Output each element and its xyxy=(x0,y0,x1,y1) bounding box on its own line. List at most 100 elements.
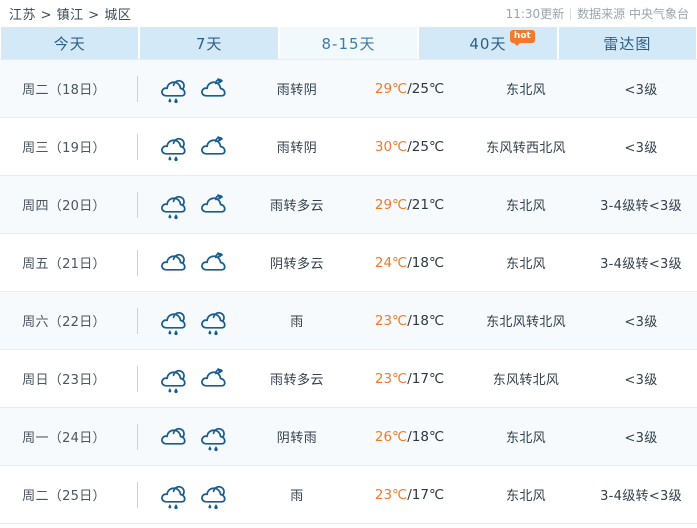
forecast-date: 周日（23日） xyxy=(22,373,106,388)
row-divider xyxy=(128,75,146,102)
tab-4[interactable]: 40天 hot xyxy=(419,27,557,59)
table-row: 周六（22日） 雨 23℃/18℃ 东北风转北风 <3级 xyxy=(0,292,697,350)
rain-icon xyxy=(197,422,231,452)
low-temperature: 17℃ xyxy=(411,370,445,387)
wind-direction: 东北风 xyxy=(506,431,546,446)
forecast-tabs: 今天 7天 8-15天 40天 hot 雷达图 xyxy=(0,27,697,59)
weather-description: 阴转多云 xyxy=(269,257,324,272)
weather-description: 阴转雨 xyxy=(276,431,318,446)
temperature-range: 23℃/17℃ xyxy=(352,371,467,387)
wind-direction: 东北风 xyxy=(506,257,546,272)
weather-description: 雨转多云 xyxy=(269,373,324,388)
temperature-range: 23℃/18℃ xyxy=(352,313,467,329)
rain-icon xyxy=(157,364,191,394)
wind-level: <3级 xyxy=(624,141,658,156)
high-temperature: 24℃ xyxy=(374,254,408,271)
row-divider xyxy=(128,365,146,392)
wind-level: 3-4级转<3级 xyxy=(600,199,682,214)
tab-1[interactable]: 今天 xyxy=(1,27,139,59)
cloudy-icon xyxy=(157,248,191,278)
weather-description: 雨转多云 xyxy=(269,199,324,214)
wind-direction: 东北风 xyxy=(506,83,546,98)
low-temperature: 25℃ xyxy=(411,138,445,155)
tab-3[interactable]: 8-15天 xyxy=(279,27,418,59)
forecast-date: 周三（19日） xyxy=(22,141,106,156)
meta-divider xyxy=(570,7,572,20)
breadcrumb[interactable]: 江苏 > 镇江 > 城区 xyxy=(9,8,132,23)
wind-direction: 东风转西北风 xyxy=(486,141,566,156)
forecast-table: 周二（18日） 雨转阴 29℃/25℃ 东北风 <3级 周三（19日） 雨转阴 30℃/25℃… xyxy=(0,59,697,524)
tab-label: 雷达图 xyxy=(603,34,652,53)
temperature-range: 29℃/25℃ xyxy=(352,81,467,97)
wind-level: <3级 xyxy=(624,315,658,330)
temp-separator: / xyxy=(407,138,412,155)
weather-description: 雨 xyxy=(290,315,304,330)
temp-separator: / xyxy=(407,254,412,271)
high-temperature: 29℃ xyxy=(374,80,408,97)
wind-level: <3级 xyxy=(624,431,658,446)
temperature-range: 29℃/21℃ xyxy=(352,197,467,213)
weather-description: 雨 xyxy=(290,489,304,504)
forecast-date: 周五（21日） xyxy=(22,257,106,272)
high-temperature: 26℃ xyxy=(374,428,408,445)
tab-2[interactable]: 7天 xyxy=(140,27,278,59)
rain-icon xyxy=(157,132,191,162)
weather-icons xyxy=(146,306,242,336)
high-temperature: 23℃ xyxy=(374,486,408,503)
weather-icons xyxy=(146,190,242,220)
weather-icons xyxy=(146,132,242,162)
table-row: 周五（21日） 阴转多云 24℃/18℃ 东北风 3-4级转<3级 xyxy=(0,234,697,292)
hot-badge: hot xyxy=(509,30,535,46)
temperature-range: 23℃/17℃ xyxy=(352,487,467,503)
temp-separator: / xyxy=(407,428,412,445)
temperature-range: 30℃/25℃ xyxy=(352,139,467,155)
forecast-date: 周二（25日） xyxy=(22,489,106,504)
rain-icon xyxy=(157,190,191,220)
row-divider xyxy=(128,423,146,450)
temperature-range: 26℃/18℃ xyxy=(352,429,467,445)
row-divider xyxy=(128,249,146,276)
table-row: 周二（25日） 雨 23℃/17℃ 东北风 3-4级转<3级 xyxy=(0,466,697,524)
rain-icon xyxy=(197,480,231,510)
high-temperature: 23℃ xyxy=(374,312,408,329)
weather-icons xyxy=(146,74,242,104)
weather-icons xyxy=(146,480,242,510)
partly-cloudy-icon xyxy=(197,248,231,278)
temp-separator: / xyxy=(407,196,412,213)
weather-icons xyxy=(146,422,242,452)
table-row: 周二（18日） 雨转阴 29℃/25℃ 东北风 <3级 xyxy=(0,60,697,118)
high-temperature: 30℃ xyxy=(374,138,408,155)
tab-label: 7天 xyxy=(195,34,223,53)
forecast-date: 周六（22日） xyxy=(22,315,106,330)
row-divider xyxy=(128,191,146,218)
tab-label: 40天 xyxy=(469,34,507,53)
wind-direction: 东北风转北风 xyxy=(486,315,566,330)
temp-separator: / xyxy=(407,370,412,387)
tab-label: 8-15天 xyxy=(321,34,376,53)
temperature-range: 24℃/18℃ xyxy=(352,255,467,271)
tab-label: 今天 xyxy=(53,34,86,53)
table-row: 周一（24日） 阴转雨 26℃/18℃ 东北风 <3级 xyxy=(0,408,697,466)
table-row: 周四（20日） 雨转多云 29℃/21℃ 东北风 3-4级转<3级 xyxy=(0,176,697,234)
wind-level: <3级 xyxy=(624,83,658,98)
cloudy-icon xyxy=(157,422,191,452)
forecast-date: 周四（20日） xyxy=(22,199,106,214)
wind-direction: 东风转北风 xyxy=(492,373,560,388)
wind-level: 3-4级转<3级 xyxy=(600,489,682,504)
rain-icon xyxy=(157,306,191,336)
high-temperature: 29℃ xyxy=(374,196,408,213)
rain-icon xyxy=(157,74,191,104)
rain-icon xyxy=(157,480,191,510)
low-temperature: 21℃ xyxy=(411,196,445,213)
low-temperature: 18℃ xyxy=(411,254,445,271)
page-header: 江苏 > 镇江 > 城区 11:30更新 数据来源 中央气象台 xyxy=(0,0,697,27)
partly-cloudy-icon xyxy=(197,364,231,394)
tab-5[interactable]: 雷达图 xyxy=(558,27,697,59)
rain-icon xyxy=(197,306,231,336)
row-divider xyxy=(128,307,146,334)
high-temperature: 23℃ xyxy=(374,370,408,387)
table-row: 周日（23日） 雨转多云 23℃/17℃ 东风转北风 <3级 xyxy=(0,350,697,408)
row-divider xyxy=(128,481,146,508)
low-temperature: 18℃ xyxy=(411,312,445,329)
